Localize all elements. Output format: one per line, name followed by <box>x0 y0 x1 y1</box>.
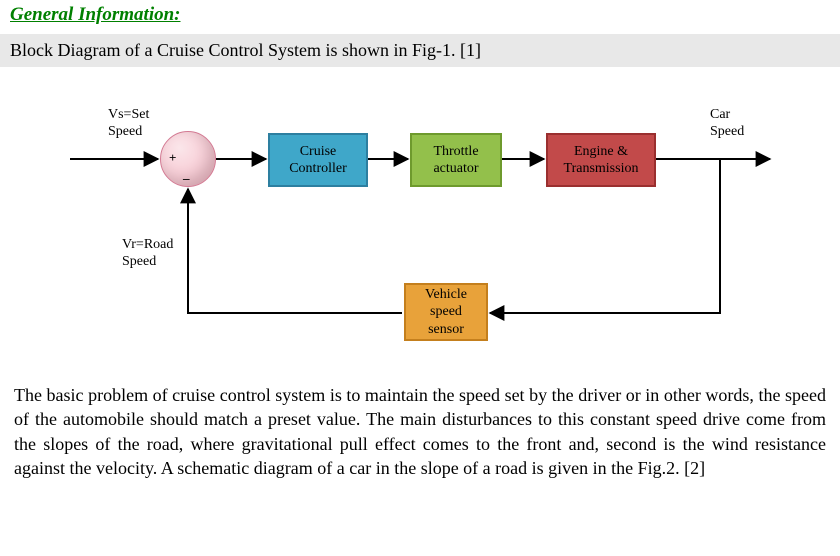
block-engine-transmission: Engine &Transmission <box>546 133 656 187</box>
block-diagram: Vs=SetSpeed CarSpeed Vr=RoadSpeed + _ Cr… <box>10 87 830 367</box>
section-heading: General Information: <box>0 0 840 28</box>
sum-minus-sign: _ <box>183 166 190 182</box>
block-cruise-controller: CruiseController <box>268 133 368 187</box>
block-throttle-actuator: Throttleactuator <box>410 133 502 187</box>
label-car-speed: CarSpeed <box>710 107 744 141</box>
label-set-speed: Vs=SetSpeed <box>108 107 149 141</box>
sum-plus-sign: + <box>169 150 176 166</box>
summing-junction: + _ <box>160 131 216 187</box>
figure-caption: Block Diagram of a Cruise Control System… <box>0 34 840 67</box>
body-paragraph: The basic problem of cruise control syst… <box>0 367 840 490</box>
label-road-speed: Vr=RoadSpeed <box>122 237 173 271</box>
block-speed-sensor: Vehiclespeedsensor <box>404 283 488 341</box>
